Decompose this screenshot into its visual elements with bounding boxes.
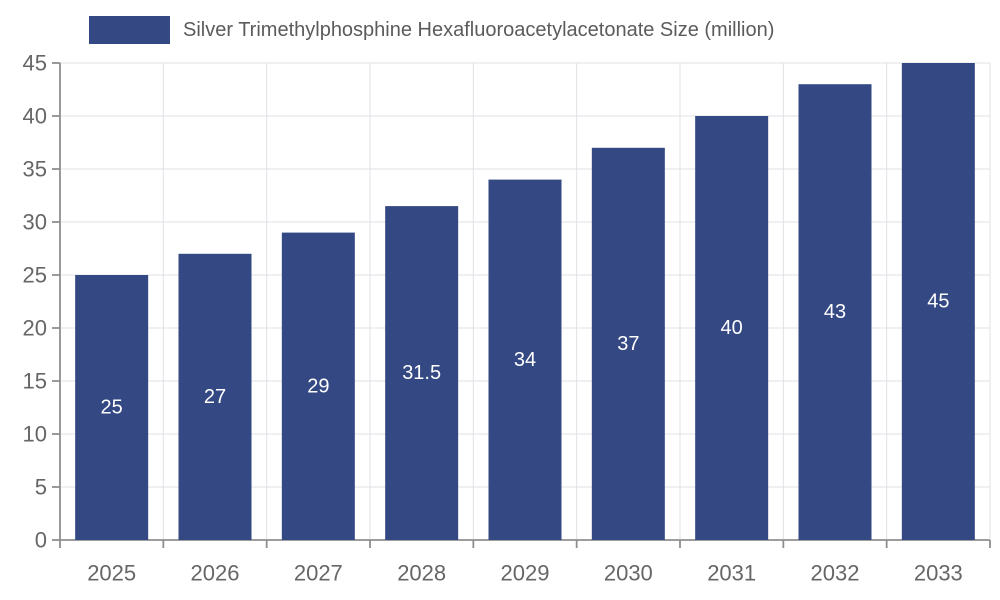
x-tick-label-2026: 2026 <box>191 561 240 586</box>
x-tick-label-2025: 2025 <box>87 561 136 586</box>
bar-2033 <box>901 63 975 540</box>
y-tick-label-0: 0 <box>35 528 47 553</box>
bar-value-label-2028: 31.5 <box>402 362 441 384</box>
bar-2030 <box>591 147 665 541</box>
legend-swatch <box>89 16 170 44</box>
x-tick-label-2028: 2028 <box>397 561 446 586</box>
y-tick-label-25: 25 <box>23 263 47 288</box>
y-tick-label-10: 10 <box>23 422 47 447</box>
x-tick-label-2030: 2030 <box>604 561 653 586</box>
bar-value-label-2032: 43 <box>824 301 846 323</box>
bar-2032 <box>798 84 872 540</box>
bar-value-label-2033: 45 <box>927 291 949 313</box>
y-tick-label-40: 40 <box>23 104 47 129</box>
bar-2025 <box>75 275 149 540</box>
y-tick-label-35: 35 <box>23 157 47 182</box>
bar-2026 <box>178 253 252 541</box>
legend-label: Silver Trimethylphosphine Hexafluoroacet… <box>183 18 775 41</box>
y-tick-label-45: 45 <box>23 51 47 76</box>
y-tick-label-5: 5 <box>35 475 47 500</box>
bar-value-label-2027: 29 <box>307 375 329 397</box>
x-tick-label-2027: 2027 <box>294 561 343 586</box>
x-tick-label-2029: 2029 <box>501 561 550 586</box>
bar-value-label-2026: 27 <box>204 386 226 408</box>
bar-2031 <box>695 116 769 540</box>
x-tick-label-2033: 2033 <box>914 561 963 586</box>
x-tick-label-2031: 2031 <box>707 561 756 586</box>
bar-value-label-2029: 34 <box>514 349 536 371</box>
bar-value-label-2025: 25 <box>101 397 123 419</box>
x-tick-label-2032: 2032 <box>811 561 860 586</box>
bar-2028 <box>385 206 459 540</box>
bar-value-label-2030: 37 <box>617 333 639 355</box>
bar-2029 <box>488 179 562 540</box>
bar-2027 <box>281 232 355 540</box>
chart-legend[interactable]: Silver Trimethylphosphine Hexafluoroacet… <box>89 16 774 44</box>
y-tick-label-15: 15 <box>23 369 47 394</box>
y-tick-label-30: 30 <box>23 210 47 235</box>
bar-value-label-2031: 40 <box>721 317 743 339</box>
y-tick-label-20: 20 <box>23 316 47 341</box>
